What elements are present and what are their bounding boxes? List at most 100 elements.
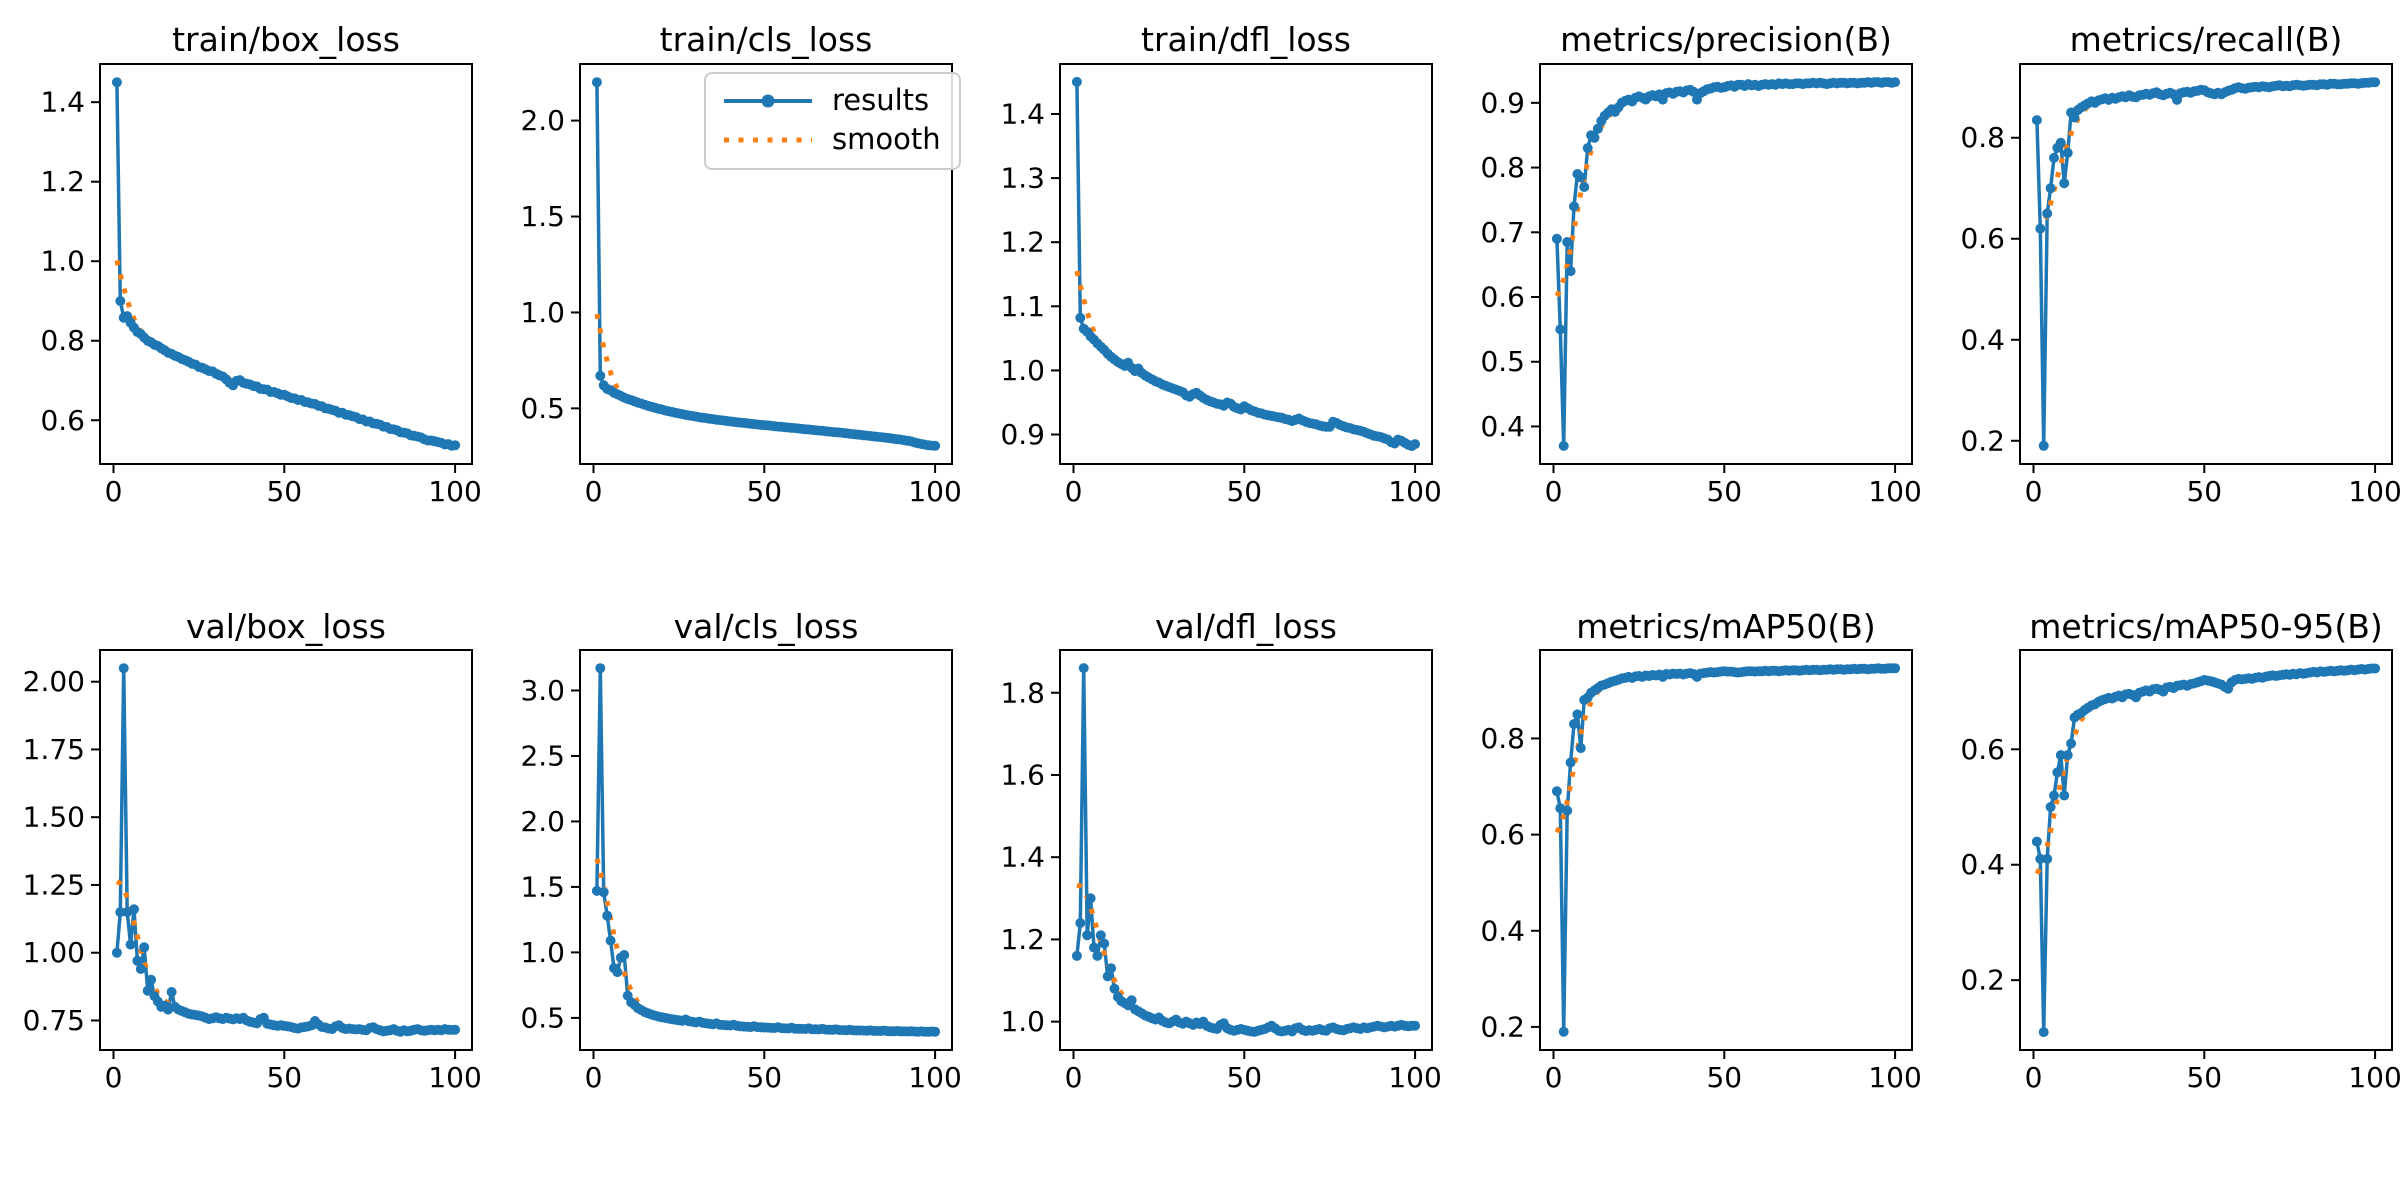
data-point-marker [111, 77, 122, 88]
y-tick-label: 2.0 [520, 104, 565, 137]
axis-ticks: 0 50 100 0.75 1.00 1.25 1.50 1.75 2.00 [23, 665, 480, 1094]
data-point-marker [1082, 930, 1093, 941]
series-group [1071, 663, 1421, 1037]
data-point-marker [2069, 112, 2080, 123]
subplot-val-dfl-loss: val/dfl_loss 0 50 100 1.0 1.2 1.4 1.6 1.8 [960, 600, 1440, 1200]
data-point-marker [1555, 324, 1566, 335]
axes-frame [2019, 63, 2393, 465]
axis-ticks: 0 50 100 0.2 0.4 0.6 0.8 [1960, 121, 2400, 508]
data-point-marker [2049, 152, 2059, 163]
series-group [1071, 76, 1421, 452]
data-point-marker [1410, 1020, 1421, 1031]
smooth-line [1074, 270, 1416, 447]
y-tick-label: 0.6 [1480, 818, 1525, 851]
data-point-marker [129, 904, 139, 915]
x-tick-label: 50 [266, 1061, 302, 1094]
data-point-marker [1126, 995, 1137, 1006]
smooth-line [594, 858, 936, 1035]
x-tick-label: 0 [2025, 1061, 2043, 1094]
subplot-title: val/box_loss [186, 607, 386, 646]
y-tick-label: 1.0 [40, 245, 85, 278]
data-point-marker [1106, 963, 1117, 974]
data-point-marker [2062, 147, 2073, 158]
subplot-title: train/box_loss [172, 20, 400, 59]
y-tick-label: 0.8 [1960, 121, 2005, 154]
y-tick-label: 0.6 [40, 404, 85, 437]
x-tick-label: 100 [428, 1061, 480, 1094]
plot-canvas: 0 50 100 0.2 0.4 0.6 0.8 [1960, 63, 2400, 508]
y-tick-label: 1.4 [1000, 841, 1045, 874]
data-point-marker [2066, 738, 2077, 749]
subplot-train-box-loss: train/box_loss 0 50 100 0.6 0.8 1.0 1.2 1.4 [0, 0, 480, 600]
y-tick-label: 1.00 [23, 936, 85, 969]
x-tick-label: 0 [1545, 1061, 1563, 1094]
plot-canvas: 0 50 100 0.2 0.4 0.6 0.8 [1480, 649, 1920, 1094]
x-tick-label: 100 [908, 1061, 960, 1094]
data-point-marker [2035, 853, 2046, 864]
y-tick-label: 0.4 [1960, 323, 2005, 356]
y-tick-label: 3.0 [520, 674, 565, 707]
y-tick-label: 1.8 [1000, 676, 1045, 709]
axes-frame [1539, 63, 1913, 465]
axis-ticks: 0 50 100 1.0 1.2 1.4 1.6 1.8 [1000, 676, 1440, 1094]
data-point-marker [619, 950, 630, 960]
x-tick-label: 50 [1706, 475, 1742, 508]
data-point-marker [1109, 983, 1120, 994]
data-point-marker [1582, 143, 1593, 154]
data-point-marker [930, 440, 941, 451]
axes-frame [2019, 649, 2393, 1051]
data-point-marker [1565, 757, 1576, 768]
data-point-marker [125, 939, 136, 950]
y-tick-label: 0.75 [23, 1004, 85, 1037]
plot-canvas: 0 50 100 1.0 1.2 1.4 1.6 1.8 [1000, 649, 1440, 1094]
x-tick-label: 50 [2186, 475, 2222, 508]
y-tick-label: 0.9 [1000, 418, 1045, 451]
results-line [1075, 666, 1416, 1034]
data-point-marker [2055, 750, 2066, 761]
data-point-marker [1569, 719, 1579, 729]
subplot-train-dfl-loss: train/dfl_loss 0 50 100 0.9 1.0 1.1 1.2 1.3 1.4 [960, 0, 1440, 600]
axis-ticks: 0 50 100 0.5 1.0 1.5 2.0 [520, 104, 960, 508]
x-tick-label: 100 [1868, 475, 1920, 508]
y-tick-label: 1.5 [520, 200, 565, 233]
data-point-marker [2031, 115, 2042, 126]
data-point-marker [139, 942, 150, 953]
data-point-marker [1551, 233, 1562, 244]
subplot-train-cls-loss: train/cls_loss 0 50 100 0.5 1.0 1.5 2.0 result… [480, 0, 961, 600]
subplot-title: metrics/recall(B) [2069, 20, 2343, 59]
y-tick-label: 1.4 [1000, 98, 1045, 131]
data-point-marker [1558, 1026, 1569, 1037]
legend: results smooth [704, 72, 961, 170]
data-point-marker [2042, 208, 2053, 219]
y-tick-label: 1.2 [40, 165, 85, 198]
y-tick-label: 0.4 [1480, 914, 1525, 947]
y-tick-label: 0.5 [1480, 345, 1525, 378]
axis-ticks: 0 50 100 0.9 1.0 1.1 1.2 1.3 1.4 [1000, 98, 1440, 508]
axis-ticks: 0 50 100 0.5 1.0 1.5 2.0 2.5 3.0 [520, 674, 960, 1094]
data-point-marker [1102, 971, 1113, 982]
x-tick-label: 0 [2025, 475, 2043, 508]
subplot-title: metrics/precision(B) [1560, 20, 1892, 59]
y-tick-label: 0.8 [40, 324, 85, 357]
x-tick-label: 50 [746, 1061, 782, 1094]
series-group [591, 663, 941, 1037]
data-point-marker [2370, 77, 2381, 88]
data-point-marker [1592, 123, 1603, 134]
legend-label-smooth: smooth [832, 122, 941, 156]
series-group [1551, 663, 1901, 1037]
y-tick-label: 2.5 [520, 739, 565, 772]
results-line [2035, 666, 2376, 1034]
data-point-marker [1410, 439, 1421, 450]
data-point-marker [450, 440, 461, 451]
data-point-marker [1071, 950, 1082, 961]
y-tick-label: 0.4 [1960, 848, 2005, 881]
x-tick-label: 100 [1868, 1061, 1920, 1094]
data-point-marker [930, 1026, 941, 1037]
data-point-marker [2035, 223, 2046, 234]
y-tick-label: 0.2 [1960, 424, 2005, 457]
y-tick-label: 1.6 [1000, 758, 1045, 791]
series-group [111, 77, 461, 451]
results-line [1555, 80, 1896, 448]
y-tick-label: 1.75 [23, 733, 85, 766]
x-tick-label: 0 [105, 475, 123, 508]
